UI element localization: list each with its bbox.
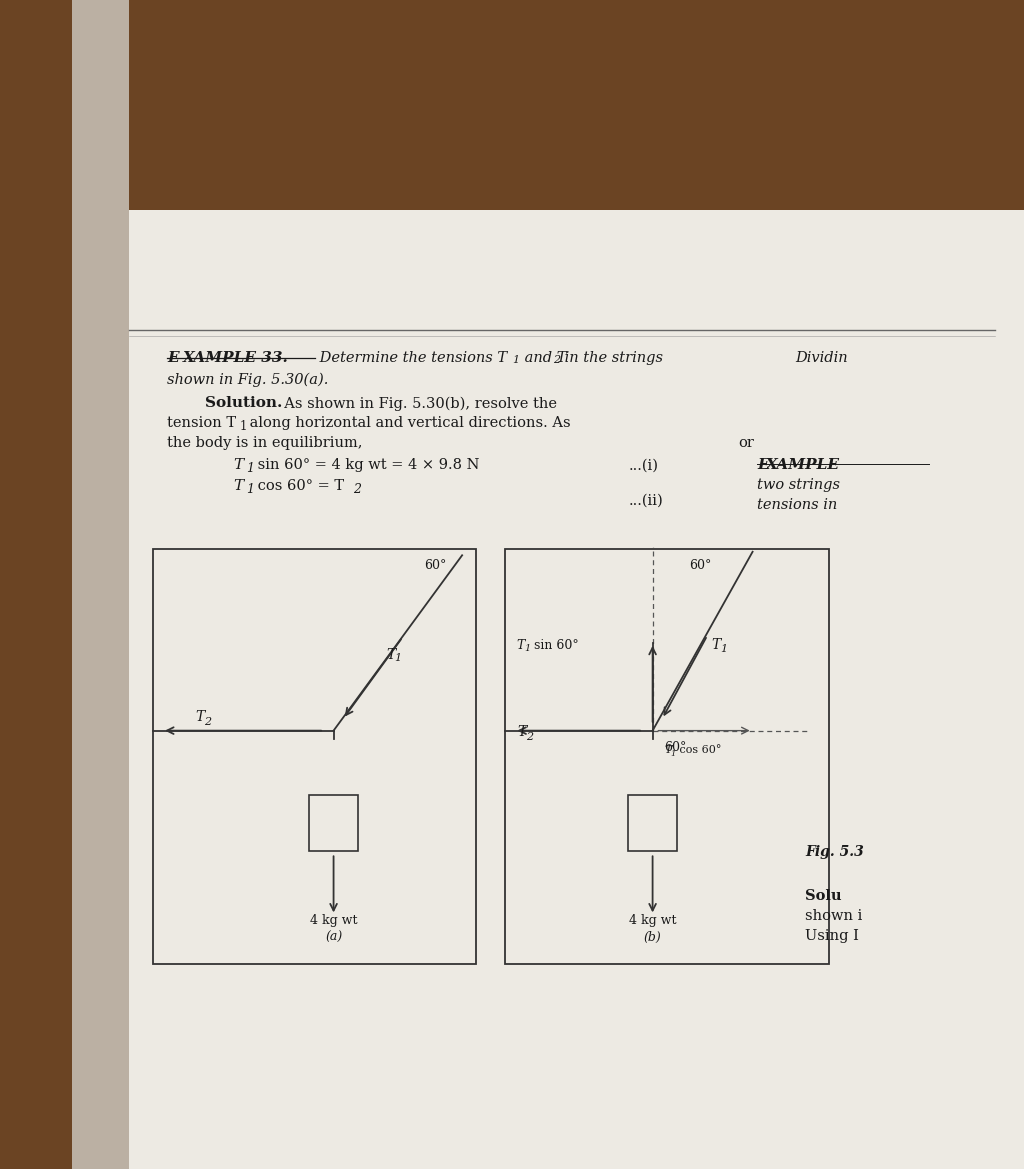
Bar [628,795,677,851]
Text: ...(ii): ...(ii) [629,493,664,507]
Text: 1: 1 [394,653,401,663]
Text: Solution.: Solution. [205,396,283,410]
Text: T: T [196,711,205,725]
Text: 1: 1 [671,750,676,759]
Text: As shown in Fig. 5.30(b), resolve the: As shown in Fig. 5.30(b), resolve the [274,396,556,410]
Text: 2: 2 [553,355,560,366]
Text: cos 60°: cos 60° [677,745,722,755]
Text: shown i: shown i [805,909,862,924]
Text: Solu: Solu [805,890,842,904]
Text: 1: 1 [246,462,254,475]
Text: T: T [664,745,672,755]
Text: T: T [233,458,244,472]
Text: Fig. 5.3: Fig. 5.3 [805,845,863,859]
Text: 2: 2 [526,732,534,742]
Text: T: T [516,638,524,652]
Text: sin 60°: sin 60° [529,638,579,652]
Text: tension T: tension T [167,416,237,430]
Text: 1: 1 [720,644,727,653]
Text: in the strings: in the strings [560,351,664,365]
Text: sin 60° = 4 kg wt = 4 × 9.8 N: sin 60° = 4 kg wt = 4 × 9.8 N [253,458,479,472]
Bar [129,210,1024,1169]
Text: 60°: 60° [689,559,711,572]
Text: T: T [386,648,395,662]
Text: and T: and T [520,351,566,365]
Bar [153,549,476,964]
Text: 60°: 60° [664,741,686,754]
Text: shown in Fig. 5.30(a).: shown in Fig. 5.30(a). [167,373,329,387]
Text: 1: 1 [513,355,520,366]
Text: the body is in equilibrium,: the body is in equilibrium, [167,436,362,450]
Text: Dividin: Dividin [796,351,848,365]
Text: cos 60° = T: cos 60° = T [253,479,344,493]
Text: ...(i): ...(i) [629,458,658,472]
Text: Using I: Using I [805,929,859,943]
Text: two strings: two strings [758,478,841,492]
Bar [72,0,129,1169]
Text: T: T [712,638,721,652]
Bar [72,0,1024,234]
Text: 4 kg wt: 4 kg wt [629,913,676,927]
Text: XAMPLE: XAMPLE [766,458,840,472]
Text: 1: 1 [240,420,247,433]
Bar [505,549,828,964]
Text: Determine the tensions T: Determine the tensions T [314,351,507,365]
Text: 60°: 60° [424,559,446,572]
Text: 1: 1 [246,483,254,496]
Text: E: E [758,458,769,472]
Text: 2: 2 [204,717,211,727]
Bar [309,795,358,851]
Text: (b): (b) [644,931,662,945]
Text: XAMPLE 33.: XAMPLE 33. [183,351,289,365]
Text: E: E [167,351,178,365]
Text: T: T [233,479,244,493]
Text: 1: 1 [524,644,530,653]
Text: tensions in: tensions in [758,498,838,512]
Text: 2: 2 [352,483,360,496]
Text: along horizontal and vertical directions. As: along horizontal and vertical directions… [245,416,570,430]
Text: 4 kg wt: 4 kg wt [310,913,357,927]
Text: T: T [517,726,526,740]
Text: (a): (a) [325,931,342,945]
Text: or: or [738,436,755,450]
